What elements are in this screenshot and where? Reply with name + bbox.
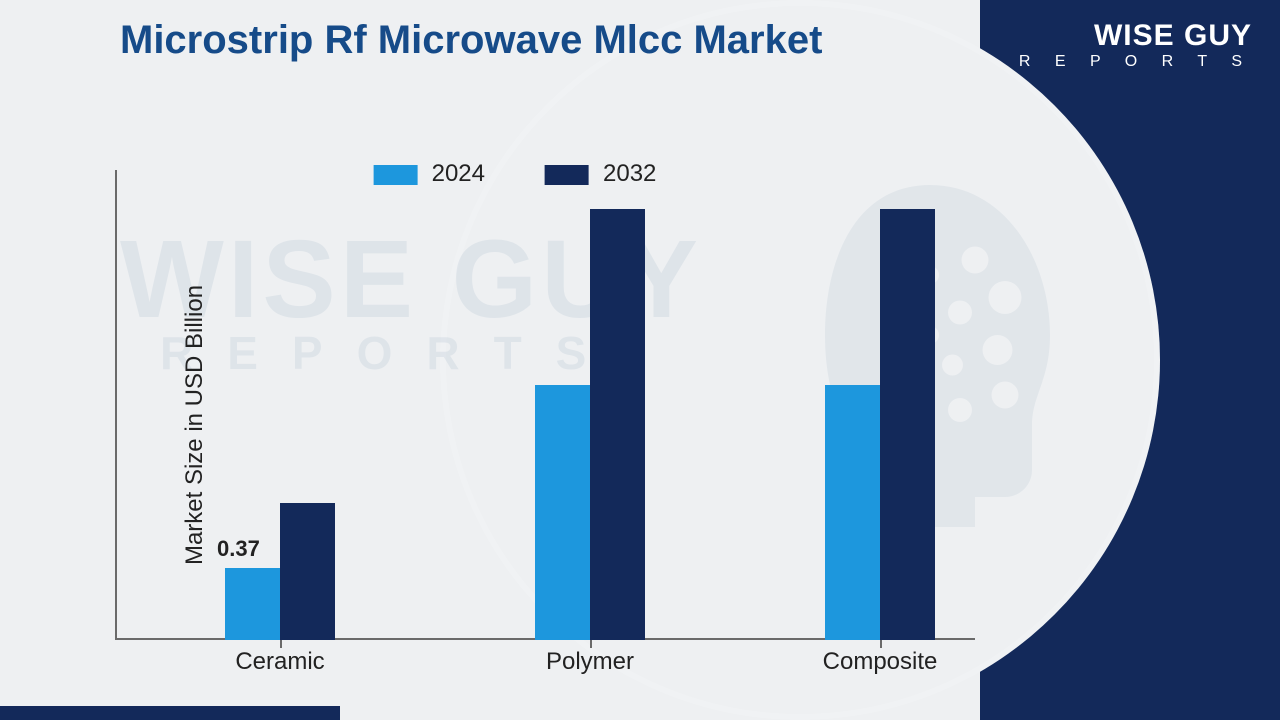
bar-2024-ceramic	[225, 568, 280, 640]
plot-area: Ceramic0.37PolymerComposite	[115, 170, 975, 640]
bar-2032-ceramic	[280, 503, 335, 640]
brand-line2: R E P O R T S	[1019, 54, 1252, 71]
y-axis-line	[115, 170, 117, 640]
footer-accent-bar	[0, 706, 340, 720]
chart-area: Market Size in USD Billion 2024 2032 Cer…	[55, 170, 975, 680]
brand-logo: WISE GUY R E P O R T S	[1019, 20, 1252, 70]
bar-group-polymer	[535, 209, 645, 640]
x-tick	[590, 640, 592, 648]
chart-title: Microstrip Rf Microwave Mlcc Market	[120, 18, 822, 63]
value-label-ceramic: 0.37	[217, 536, 260, 562]
category-label-ceramic: Ceramic	[235, 648, 324, 676]
bar-2024-polymer	[535, 385, 590, 640]
bar-group-composite	[825, 209, 935, 640]
brand-line1: WISE GUY	[1019, 20, 1252, 52]
bar-2032-composite	[880, 209, 935, 640]
bar-2032-polymer	[590, 209, 645, 640]
bar-group-ceramic	[225, 503, 335, 640]
category-label-composite: Composite	[823, 648, 938, 676]
category-label-polymer: Polymer	[546, 648, 634, 676]
bar-2024-composite	[825, 385, 880, 640]
chart-canvas: WISE GUY R E P O R T S WISE GUYREPORTS M…	[0, 0, 1280, 720]
x-tick	[280, 640, 282, 648]
x-tick	[880, 640, 882, 648]
